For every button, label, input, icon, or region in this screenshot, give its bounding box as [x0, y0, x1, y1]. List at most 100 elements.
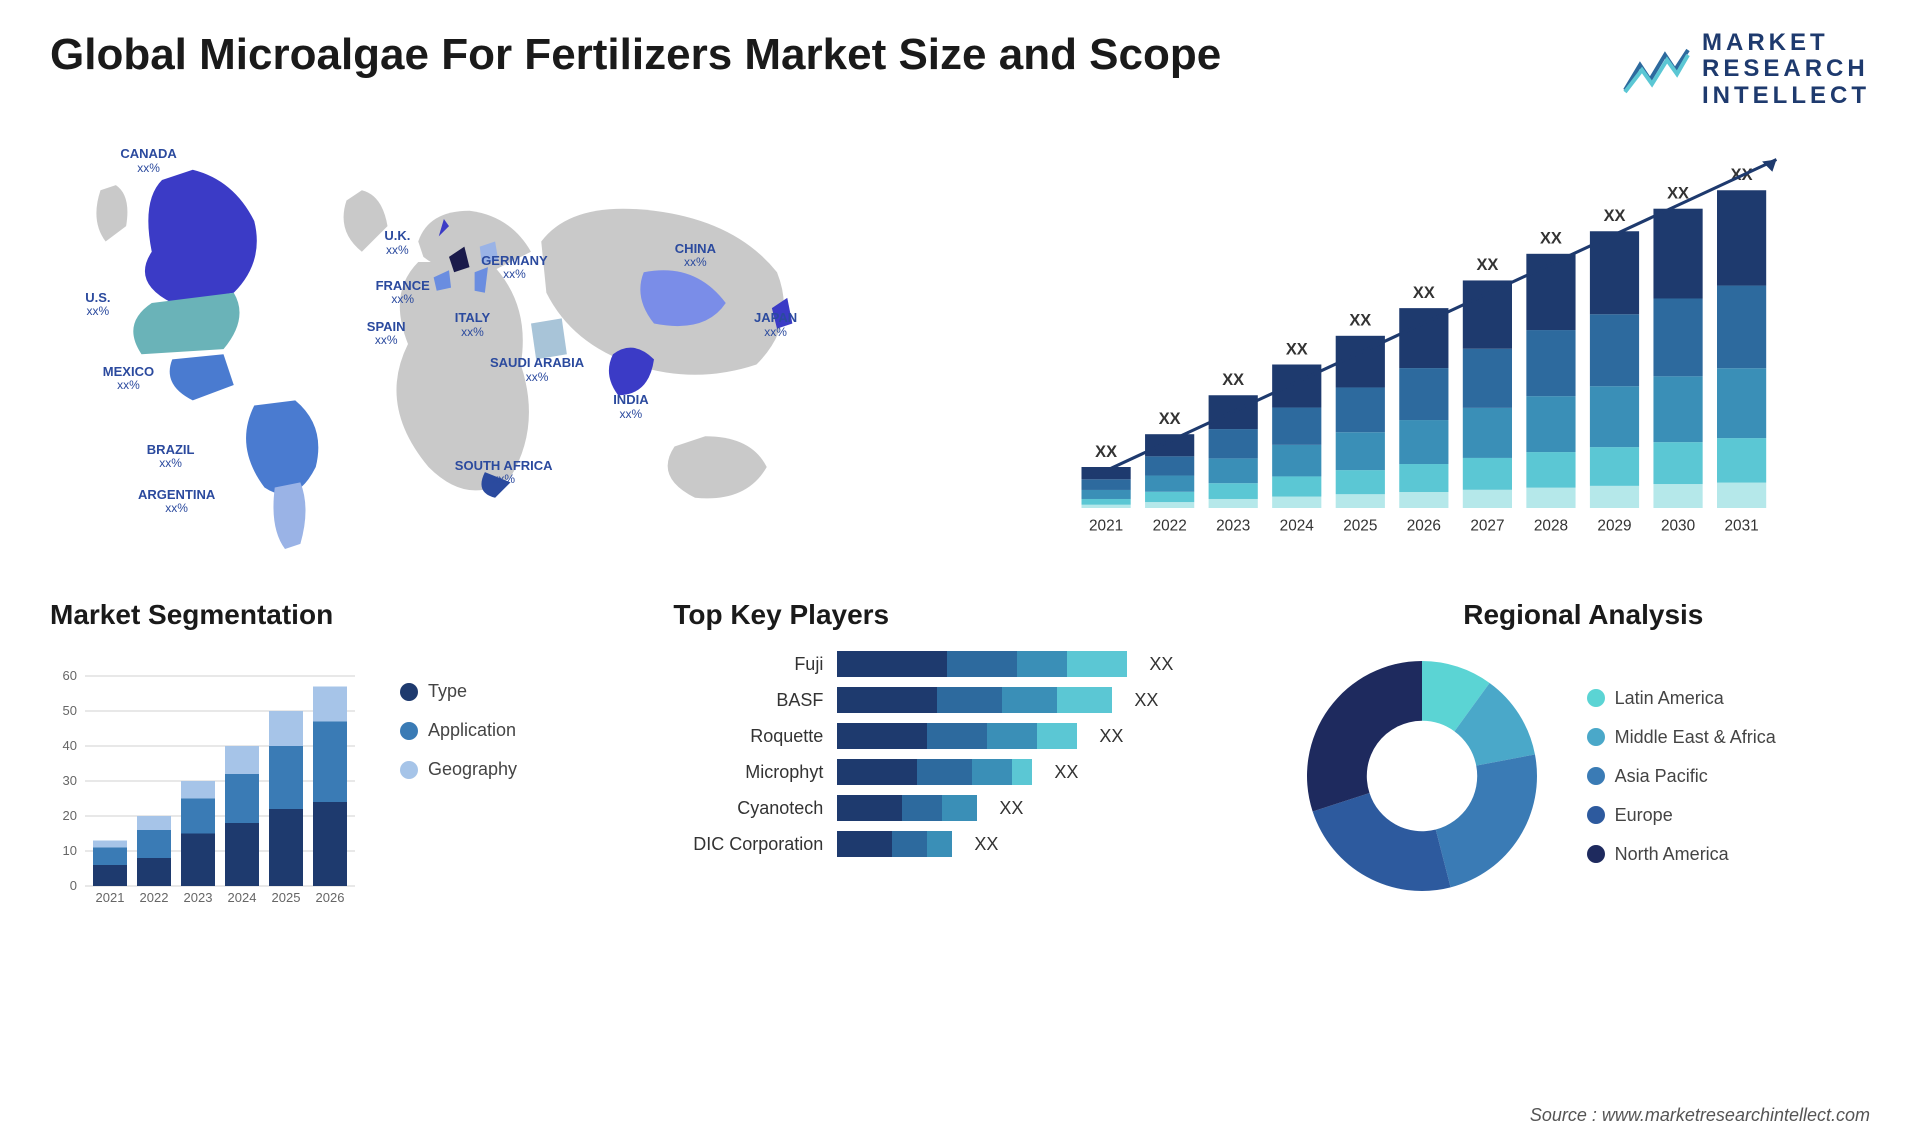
map-label: ITALYxx%: [455, 311, 490, 338]
svg-text:2021: 2021: [96, 890, 125, 905]
player-label: Roquette: [673, 726, 823, 747]
svg-text:2023: 2023: [1216, 518, 1250, 535]
svg-text:40: 40: [63, 738, 77, 753]
map-label: U.K.xx%: [384, 229, 410, 256]
player-value: XX: [974, 834, 998, 855]
player-row: BASF XX: [673, 687, 1246, 713]
map-label: ARGENTINAxx%: [138, 488, 215, 515]
map-label: U.S.xx%: [85, 291, 110, 318]
legend-item: Latin America: [1587, 688, 1776, 709]
svg-text:XX: XX: [1604, 207, 1626, 225]
map-label: CANADAxx%: [120, 147, 176, 174]
svg-text:2024: 2024: [228, 890, 257, 905]
svg-text:60: 60: [63, 668, 77, 683]
players-chart: FujiXXBASFXXRoquetteXXMicrophytXXCyanote…: [673, 651, 1246, 857]
players-panel: Top Key Players FujiXXBASFXXRoquetteXXMi…: [673, 599, 1246, 929]
svg-text:2024: 2024: [1280, 518, 1315, 535]
svg-text:XX: XX: [1476, 256, 1498, 274]
segmentation-title: Market Segmentation: [50, 599, 623, 631]
player-value: XX: [1099, 726, 1123, 747]
player-bar: [837, 687, 1112, 713]
legend-item: Asia Pacific: [1587, 766, 1776, 787]
logo-text-line: RESEARCH: [1702, 56, 1870, 82]
map-label: GERMANYxx%: [481, 254, 547, 281]
player-bar: [837, 651, 1127, 677]
map-label: INDIAxx%: [613, 393, 648, 420]
regional-panel: Regional Analysis Latin America Middle Ea…: [1297, 599, 1870, 929]
player-row: Microphyt XX: [673, 759, 1246, 785]
player-row: Roquette XX: [673, 723, 1246, 749]
segmentation-legend: TypeApplicationGeography: [400, 651, 517, 911]
legend-item: Europe: [1587, 805, 1776, 826]
svg-text:2027: 2027: [1470, 518, 1504, 535]
svg-text:2025: 2025: [1343, 518, 1377, 535]
player-value: XX: [1134, 690, 1158, 711]
map-label: SAUDI ARABIAxx%: [490, 356, 584, 383]
regional-legend: Latin America Middle East & Africa Asia Pa…: [1587, 688, 1776, 865]
svg-text:2026: 2026: [1407, 518, 1441, 535]
player-label: DIC Corporation: [673, 834, 823, 855]
svg-text:XX: XX: [1667, 185, 1689, 203]
player-value: XX: [1054, 762, 1078, 783]
brand-logo: MARKET RESEARCH INTELLECT: [1620, 30, 1870, 109]
svg-text:XX: XX: [1349, 312, 1371, 330]
logo-icon: [1620, 40, 1690, 100]
player-label: BASF: [673, 690, 823, 711]
svg-text:XX: XX: [1413, 284, 1435, 302]
map-label: SOUTH AFRICAxx%: [455, 459, 553, 486]
player-bar: [837, 831, 952, 857]
world-map-panel: CANADAxx% U.S.xx% MEXICOxx% BRAZILxx% ARGENT…: [50, 139, 930, 549]
player-row: Fuji XX: [673, 651, 1246, 677]
svg-text:2022: 2022: [1153, 518, 1187, 535]
svg-text:2022: 2022: [140, 890, 169, 905]
player-value: XX: [999, 798, 1023, 819]
player-row: Cyanotech XX: [673, 795, 1246, 821]
svg-text:2029: 2029: [1597, 518, 1631, 535]
player-bar: [837, 723, 1077, 749]
map-label: MEXICOxx%: [103, 365, 154, 392]
svg-text:2026: 2026: [316, 890, 345, 905]
map-label: FRANCExx%: [376, 279, 430, 306]
svg-text:0: 0: [70, 878, 77, 893]
map-label: SPAINxx%: [367, 320, 406, 347]
svg-text:XX: XX: [1540, 230, 1562, 248]
logo-text-line: MARKET: [1702, 30, 1870, 56]
legend-item: North America: [1587, 844, 1776, 865]
svg-text:2028: 2028: [1534, 518, 1568, 535]
svg-text:10: 10: [63, 843, 77, 858]
map-label: CHINAxx%: [675, 242, 716, 269]
growth-bar-chart: XX 2021 XX 2022 XX 2023 XX 2024 XX 2025 XX 2026 XX 20…: [990, 139, 1870, 549]
regional-title: Regional Analysis: [1297, 599, 1870, 631]
svg-text:XX: XX: [1222, 371, 1244, 389]
map-label: BRAZILxx%: [147, 443, 195, 470]
segmentation-panel: Market Segmentation 0 10 20 30 40 50 60 2021 202…: [50, 599, 623, 929]
legend-item: Geography: [400, 759, 517, 780]
player-bar: [837, 795, 977, 821]
svg-text:50: 50: [63, 703, 77, 718]
player-label: Microphyt: [673, 762, 823, 783]
player-row: DIC Corporation XX: [673, 831, 1246, 857]
legend-item: Type: [400, 681, 517, 702]
svg-text:2025: 2025: [272, 890, 301, 905]
regional-donut: [1297, 651, 1547, 901]
svg-text:XX: XX: [1095, 443, 1117, 461]
segmentation-chart: 0 10 20 30 40 50 60 2021 2022 2023 2024 2025 2026: [50, 651, 370, 911]
svg-text:2023: 2023: [184, 890, 213, 905]
map-label: JAPANxx%: [754, 311, 797, 338]
legend-item: Middle East & Africa: [1587, 727, 1776, 748]
player-label: Fuji: [673, 654, 823, 675]
svg-text:30: 30: [63, 773, 77, 788]
source-footer: Source : www.marketresearchintellect.com: [1530, 1105, 1870, 1126]
svg-text:2030: 2030: [1661, 518, 1695, 535]
logo-text-line: INTELLECT: [1702, 83, 1870, 109]
svg-text:2021: 2021: [1089, 518, 1123, 535]
page-title: Global Microalgae For Fertilizers Market…: [50, 30, 1221, 80]
player-label: Cyanotech: [673, 798, 823, 819]
player-value: XX: [1149, 654, 1173, 675]
svg-text:XX: XX: [1286, 340, 1308, 358]
svg-text:XX: XX: [1159, 410, 1181, 428]
svg-text:20: 20: [63, 808, 77, 823]
players-title: Top Key Players: [673, 599, 1246, 631]
player-bar: [837, 759, 1032, 785]
svg-text:2031: 2031: [1725, 518, 1759, 535]
